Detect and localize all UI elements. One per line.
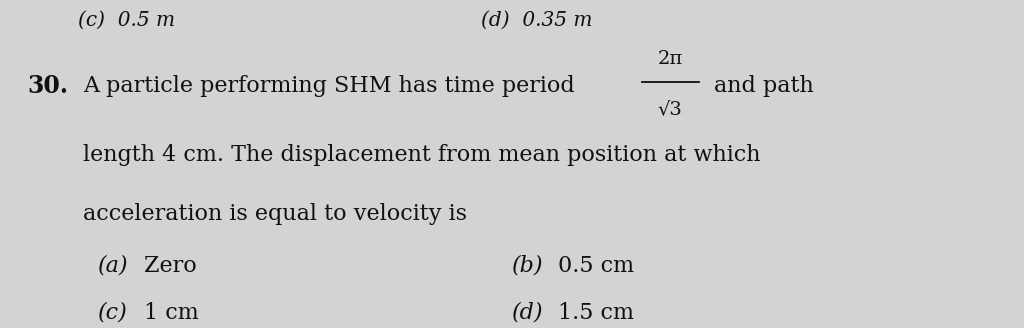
Text: 2π: 2π bbox=[657, 50, 683, 68]
Text: √3: √3 bbox=[657, 100, 683, 118]
Text: 30.: 30. bbox=[27, 74, 68, 98]
Text: length 4 cm. The displacement from mean position at which: length 4 cm. The displacement from mean … bbox=[83, 144, 761, 166]
Text: (d)  0.35 m: (d) 0.35 m bbox=[481, 11, 593, 30]
Text: (b): (b) bbox=[512, 255, 544, 277]
Text: (d): (d) bbox=[512, 302, 544, 324]
Text: and path: and path bbox=[714, 75, 814, 97]
Text: 0.5 cm: 0.5 cm bbox=[558, 255, 634, 277]
Text: (c)  0.5 m: (c) 0.5 m bbox=[78, 11, 175, 30]
Text: 1.5 cm: 1.5 cm bbox=[558, 302, 634, 324]
Text: Zero: Zero bbox=[144, 255, 197, 277]
Text: (c): (c) bbox=[98, 302, 128, 324]
Text: (a): (a) bbox=[98, 255, 129, 277]
Text: A particle performing SHM has time period: A particle performing SHM has time perio… bbox=[83, 75, 574, 97]
Text: acceleration is equal to velocity is: acceleration is equal to velocity is bbox=[83, 203, 467, 225]
Text: 1 cm: 1 cm bbox=[144, 302, 199, 324]
